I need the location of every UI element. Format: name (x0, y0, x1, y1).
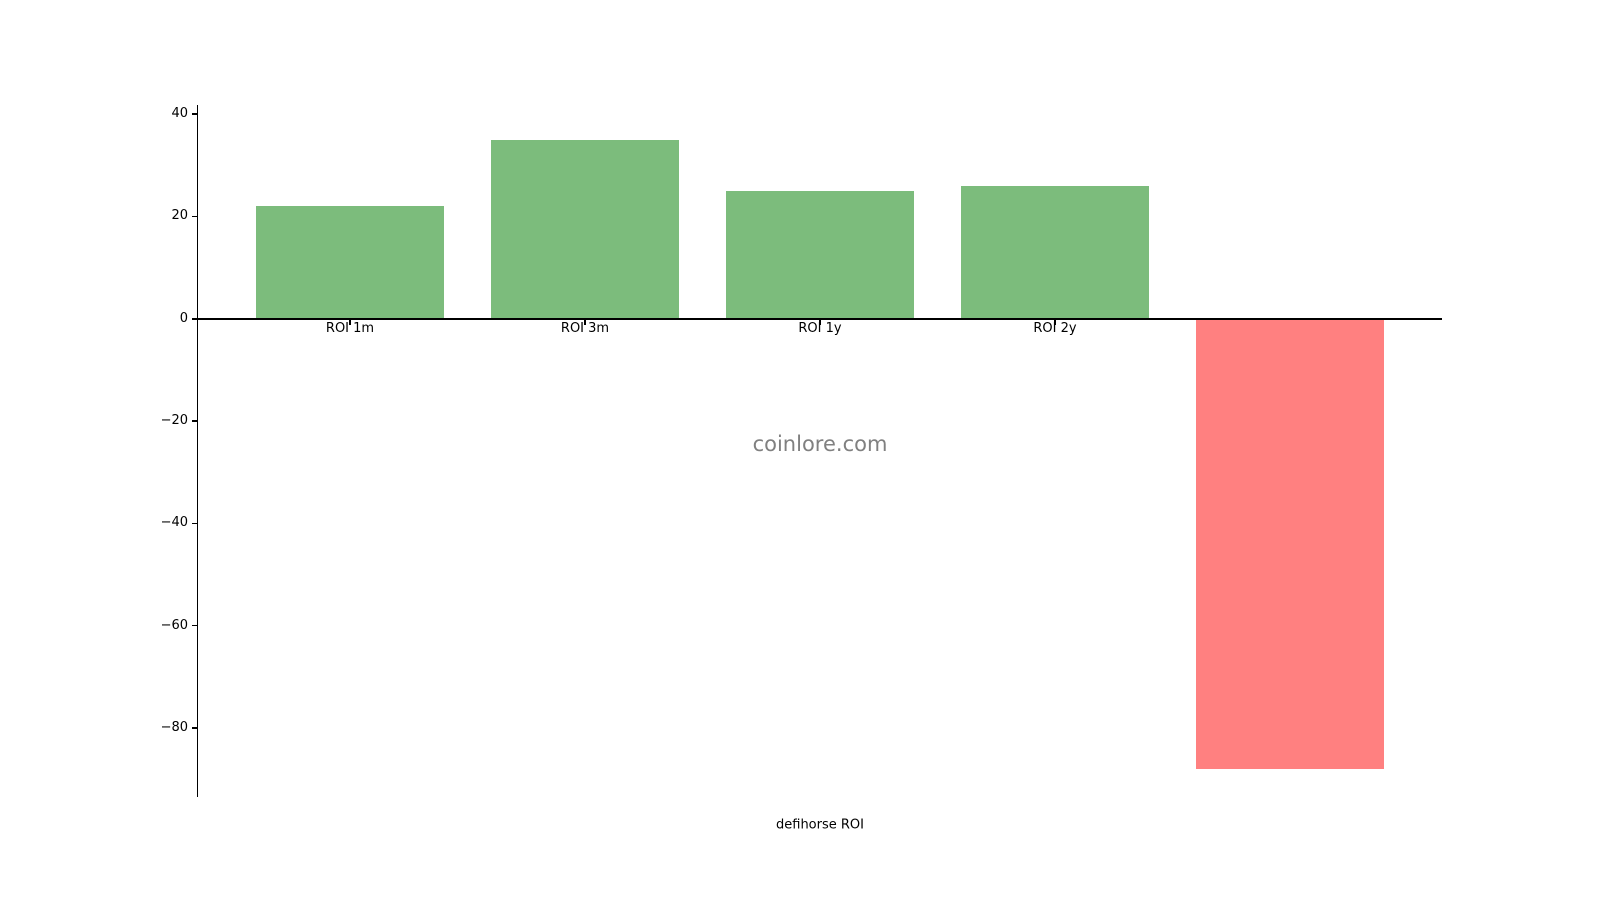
bar-roi-3m (491, 139, 679, 319)
y-tick-label: −60 (160, 617, 188, 633)
bar-unlabeled (1196, 318, 1384, 769)
y-tick-label: −80 (160, 719, 188, 735)
watermark-text: coinlore.com (752, 432, 888, 456)
x-tick (584, 318, 586, 325)
bar-roi-2y (961, 185, 1149, 319)
y-tick-label: 0 (179, 310, 188, 326)
y-tick (191, 113, 197, 115)
y-tick (191, 727, 197, 729)
x-tick-label: ROI 2y (1033, 320, 1077, 336)
y-tick-label: 40 (171, 106, 188, 122)
y-axis-line (196, 105, 199, 797)
y-tick (191, 624, 197, 627)
y-tick (191, 318, 197, 320)
x-axis-title: defihorse ROI (776, 817, 864, 833)
x-tick-label: ROI 1m (325, 320, 375, 336)
x-tick-label: ROI 3m (560, 320, 610, 336)
y-tick (191, 420, 197, 422)
y-tick-label: −20 (160, 413, 188, 429)
y-tick-label: −40 (160, 515, 188, 531)
bar-roi-1m (256, 206, 444, 319)
y-tick (191, 215, 197, 218)
x-tick (819, 318, 821, 325)
x-tick-label: ROI 1y (798, 320, 842, 336)
y-tick-label: 20 (171, 208, 188, 224)
x-tick (349, 318, 351, 325)
x-tick (1054, 318, 1056, 325)
y-tick (191, 522, 197, 525)
bar-roi-1y (726, 190, 914, 319)
